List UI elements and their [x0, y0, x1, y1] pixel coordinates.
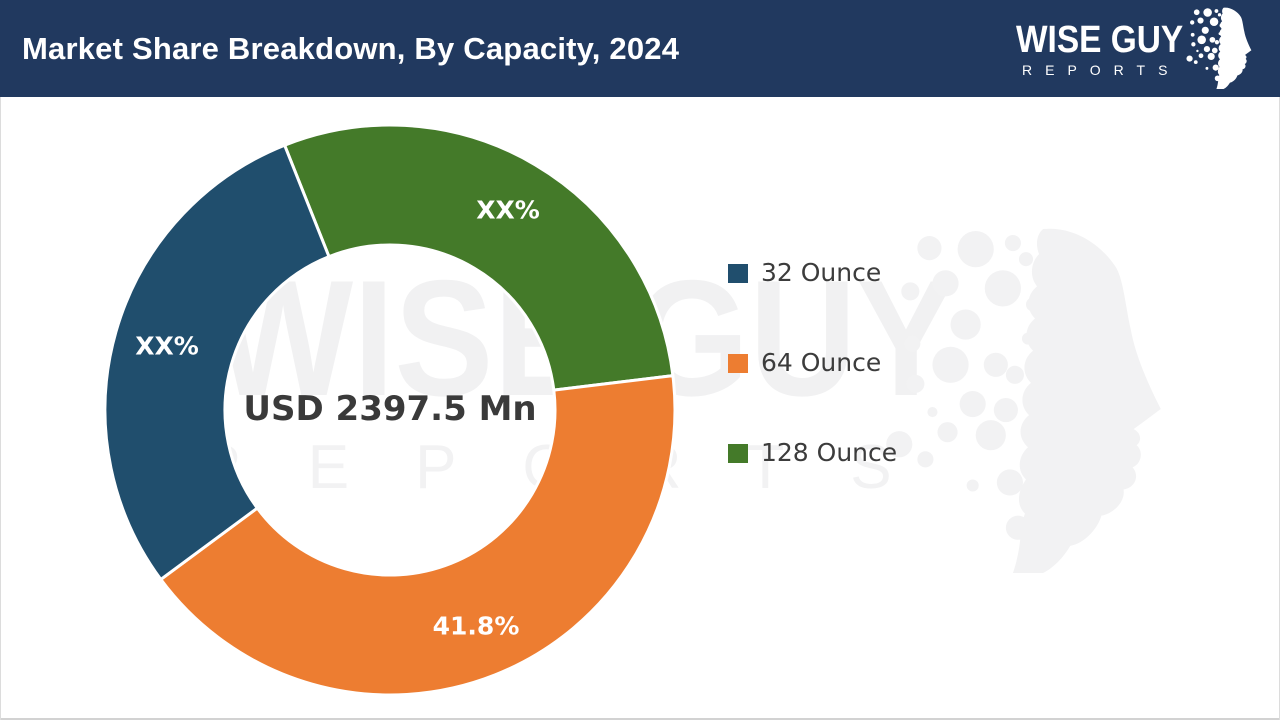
- brand-logo-wordmark: WISE GUY: [1016, 19, 1184, 61]
- legend-swatch-icon: [728, 263, 748, 283]
- legend-item-64-ounce: 64 Ounce: [728, 348, 897, 377]
- legend-label: 128 Ounce: [761, 438, 898, 467]
- segment-label-64-ounce: 41.8%: [432, 611, 520, 641]
- legend-swatch-icon: [728, 353, 748, 373]
- page-title: Market Share Breakdown, By Capacity, 202…: [22, 31, 680, 66]
- brand-face-icon: [1183, 7, 1257, 89]
- donut-segment-128-ounce: [283, 123, 675, 392]
- segment-label-32-ounce: XX%: [135, 331, 199, 361]
- legend-label: 32 Ounce: [761, 258, 882, 287]
- segment-label-128-ounce: XX%: [476, 195, 540, 225]
- header-bar: Market Share Breakdown, By Capacity, 202…: [0, 0, 1280, 97]
- donut-segment-32-ounce: [103, 143, 331, 581]
- chart-center-value: USD 2397.5 Mn: [243, 389, 537, 429]
- legend: 32 Ounce 64 Ounce 128 Ounce: [728, 258, 898, 532]
- donut-segment-64-ounce: [159, 374, 677, 697]
- legend-swatch-icon: [728, 443, 748, 463]
- page-left-border: [0, 97, 1, 720]
- legend-item-128-ounce: 128 Ounce: [728, 438, 898, 467]
- legend-label: 64 Ounce: [761, 348, 882, 377]
- legend-item-32-ounce: 32 Ounce: [728, 258, 897, 287]
- brand-logo-subtitle: REPORTS: [1022, 62, 1181, 78]
- page-bottom-border: [0, 718, 1280, 720]
- brand-logo: WISE GUY REPORTS: [1016, 0, 1266, 97]
